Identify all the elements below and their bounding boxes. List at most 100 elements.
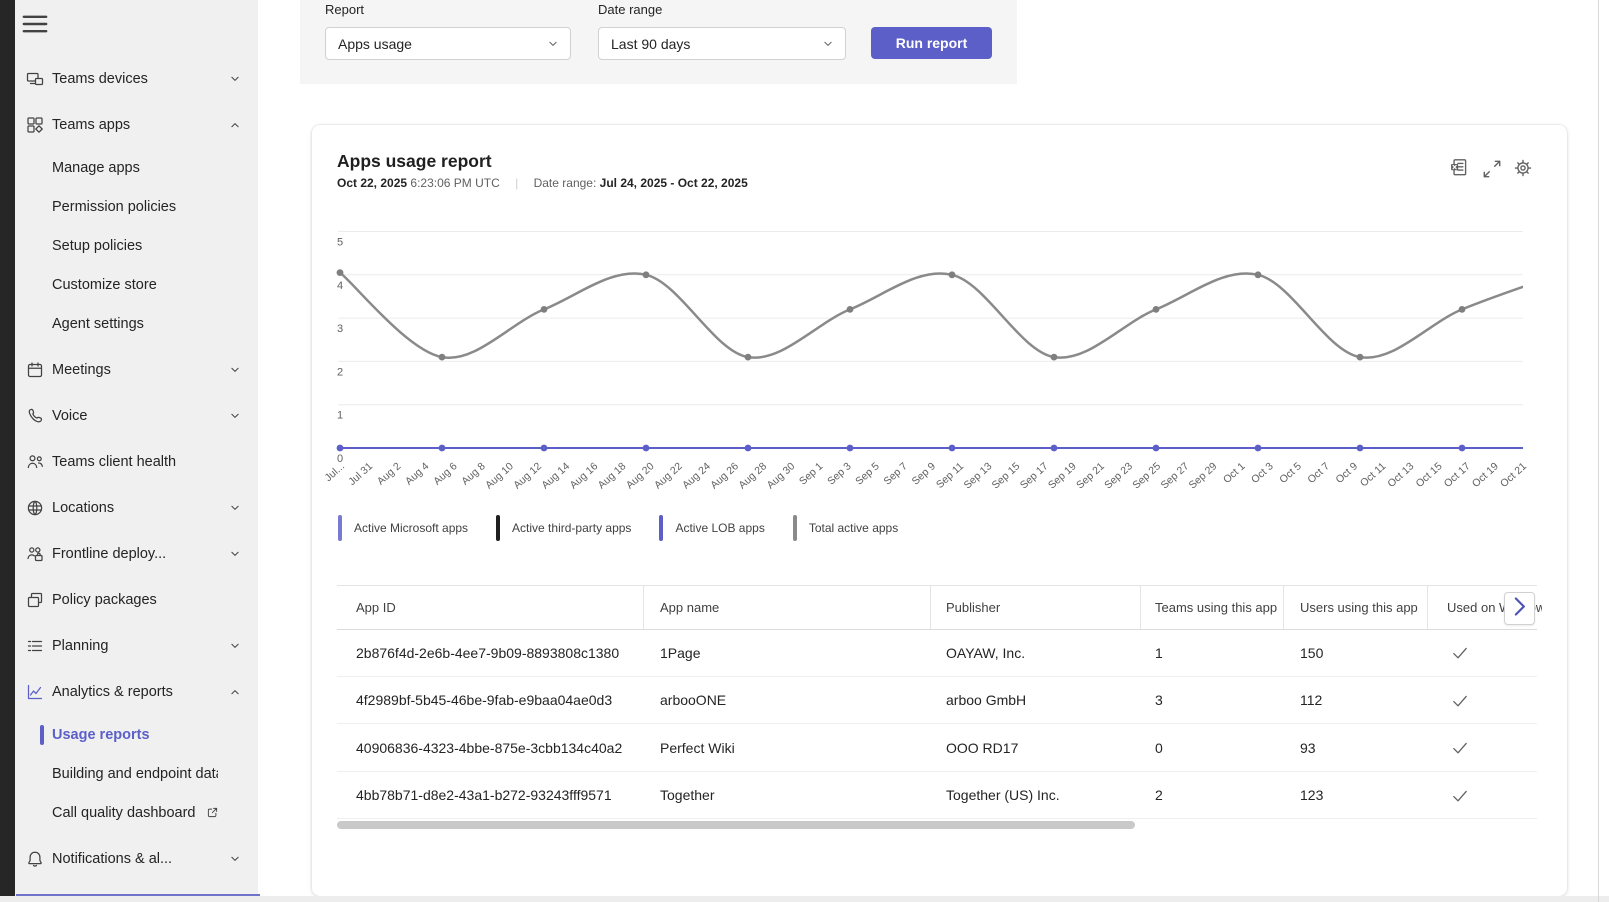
column-divider: [1140, 585, 1141, 629]
gear-icon[interactable]: [1512, 157, 1534, 179]
svg-text:Sep 3: Sep 3: [825, 460, 854, 487]
chevron-down-icon: [821, 37, 835, 51]
apps-icon: [25, 115, 45, 135]
chevron-down-icon: [228, 501, 242, 515]
sidebar-item-call-quality-dashboard[interactable]: Call quality dashboard: [15, 793, 258, 832]
sidebar-item-locations[interactable]: Locations: [15, 485, 258, 531]
date-range-dropdown[interactable]: Last 90 days: [598, 27, 846, 60]
svg-text:Sep 21: Sep 21: [1074, 460, 1107, 491]
sidebar-item-label: Usage reports: [52, 726, 150, 743]
meta-divider: |: [515, 176, 519, 190]
cell-app_name: arbooONE: [660, 692, 727, 709]
report-filter-label: Report: [325, 2, 365, 17]
sidebar-item-building-and-endpoint-data[interactable]: Building and endpoint data: [15, 754, 258, 793]
report-title: Apps usage report: [337, 151, 492, 171]
cell-app_id: 2b876f4d-2e6b-4ee7-9b09-8893808c1380: [356, 644, 620, 661]
svg-text:Aug 28: Aug 28: [736, 460, 769, 491]
svg-text:Oct 1: Oct 1: [1221, 460, 1248, 486]
table-row[interactable]: 2b876f4d-2e6b-4ee7-9b09-8893808c1380 1Pag…: [337, 629, 1537, 677]
sidebar-item-label: Customize store: [52, 276, 157, 293]
column-header-users-using-this-app[interactable]: Users using this app: [1300, 599, 1418, 615]
column-header-publisher[interactable]: Publisher: [946, 599, 1001, 615]
hamburger-menu-icon[interactable]: [19, 12, 51, 40]
legend-label: Active Microsoft apps: [354, 521, 469, 535]
cell-users_using: 150: [1300, 644, 1324, 661]
sidebar-item-analytics-reports[interactable]: Analytics & reports: [15, 669, 258, 715]
svg-text:Sep 29: Sep 29: [1187, 460, 1220, 491]
checkmark-icon: [1450, 786, 1470, 806]
sidebar-item-customize-store[interactable]: Customize store: [15, 265, 258, 304]
voice-icon: [25, 406, 45, 426]
column-header-teams-using-this-app[interactable]: Teams using this app: [1155, 599, 1278, 615]
sidebar-item-setup-policies[interactable]: Setup policies: [15, 226, 258, 265]
report-dropdown[interactable]: Apps usage: [325, 27, 571, 60]
sidebar-item-manage-apps[interactable]: Manage apps: [15, 148, 258, 187]
run-report-button[interactable]: Run report: [871, 27, 992, 59]
column-header-app-name[interactable]: App name: [660, 599, 720, 615]
sidebar-item-planning[interactable]: Planning: [15, 623, 258, 669]
legend-item-active-third-party-apps[interactable]: Active third-party apps: [496, 515, 631, 541]
sidebar-item-label: Teams client health: [52, 454, 177, 470]
table-header-bottom-border: [337, 629, 1537, 630]
sidebar-item-agent-settings[interactable]: Agent settings: [15, 304, 258, 343]
table-header-top-border: [337, 585, 1537, 586]
svg-text:Jul 31: Jul 31: [346, 460, 375, 488]
table-scroll-right-button[interactable]: [1504, 592, 1535, 625]
sidebar-item-label: Voice: [52, 408, 88, 424]
svg-text:Oct 7: Oct 7: [1305, 460, 1332, 486]
chevron-down-icon: [228, 72, 242, 86]
legend-item-active-microsoft-apps[interactable]: Active Microsoft apps: [338, 515, 468, 541]
svg-text:Aug 30: Aug 30: [765, 460, 798, 491]
sidebar-item-voice[interactable]: Voice: [15, 393, 258, 439]
legend-swatch: [496, 515, 501, 541]
column-divider: [1283, 585, 1284, 629]
chevron-down-icon: [228, 547, 242, 561]
svg-text:Sep 11: Sep 11: [934, 460, 966, 491]
svg-text:Oct 13: Oct 13: [1385, 460, 1416, 490]
sidebar-item-teams-apps[interactable]: Teams apps: [15, 102, 258, 148]
external-link-icon: [205, 805, 220, 820]
page-bottom-strip: [0, 896, 1609, 902]
svg-text:Aug 2: Aug 2: [375, 460, 404, 487]
sidebar-item-meetings[interactable]: Meetings: [15, 347, 258, 393]
cell-app_id: 4f2989bf-5b45-46be-9fab-e9baa04ae0d3: [356, 692, 613, 709]
legend-item-total-active-apps[interactable]: Total active apps: [792, 515, 898, 541]
sidebar-item-notifications-al[interactable]: Notifications & al...: [15, 836, 258, 882]
cell-app_id: 40906836-4323-4bbe-875e-3cbb134c40a2: [356, 739, 623, 756]
sidebar-item-label: Agent settings: [52, 315, 144, 332]
svg-text:Aug 18: Aug 18: [596, 460, 629, 491]
sidebar-item-label: Teams devices: [52, 71, 148, 87]
sidebar-item-frontline-deploy[interactable]: Frontline deploy...: [15, 531, 258, 577]
column-header-app-id[interactable]: App ID: [356, 599, 396, 615]
checkmark-icon: [1450, 643, 1470, 663]
locations-icon: [25, 498, 45, 518]
sidebar-item-label: Setup policies: [52, 237, 143, 254]
planning-icon: [25, 636, 45, 656]
cell-publisher: OOO RD17: [946, 739, 1019, 756]
chevron-down-icon: [228, 409, 242, 423]
table-row[interactable]: 40906836-4323-4bbe-875e-3cbb134c40a2 Perf…: [337, 724, 1537, 772]
table-row[interactable]: 4bb78b71-d8e2-43a1-b272-93243fff9571 Toge…: [337, 772, 1537, 819]
sidebar-item-label: Planning: [52, 638, 109, 654]
sidebar-item-label: Call quality dashboard: [52, 804, 196, 821]
sidebar-item-teams-devices[interactable]: Teams devices: [15, 56, 258, 102]
sidebar-item-teams-client-health[interactable]: Teams client health: [15, 439, 258, 485]
chevron-up-icon: [228, 685, 242, 699]
hamburger-icon: [19, 8, 51, 45]
legend-item-active-lob-apps[interactable]: Active LOB apps: [659, 515, 765, 541]
table-row[interactable]: 4f2989bf-5b45-46be-9fab-e9baa04ae0d3 arbo…: [337, 677, 1537, 724]
cell-app_name: 1Page: [660, 644, 701, 661]
svg-text:Oct 19: Oct 19: [1470, 460, 1501, 490]
cell-publisher: Together (US) Inc.: [946, 787, 1060, 804]
policy-icon: [25, 590, 45, 610]
sidebar-item-permission-policies[interactable]: Permission policies: [15, 187, 258, 226]
horizontal-scrollbar-thumb[interactable]: [337, 821, 1135, 829]
sidebar-item-usage-reports[interactable]: Usage reports: [15, 715, 258, 754]
report-dropdown-value: Apps usage: [338, 35, 412, 52]
expand-fullscreen-icon[interactable]: [1481, 158, 1503, 180]
column-divider: [1427, 585, 1428, 629]
export-excel-icon[interactable]: [1448, 156, 1470, 178]
sidebar-item-policy-packages[interactable]: Policy packages: [15, 577, 258, 623]
svg-text:Sep 17: Sep 17: [1018, 460, 1051, 491]
column-divider: [930, 585, 931, 629]
